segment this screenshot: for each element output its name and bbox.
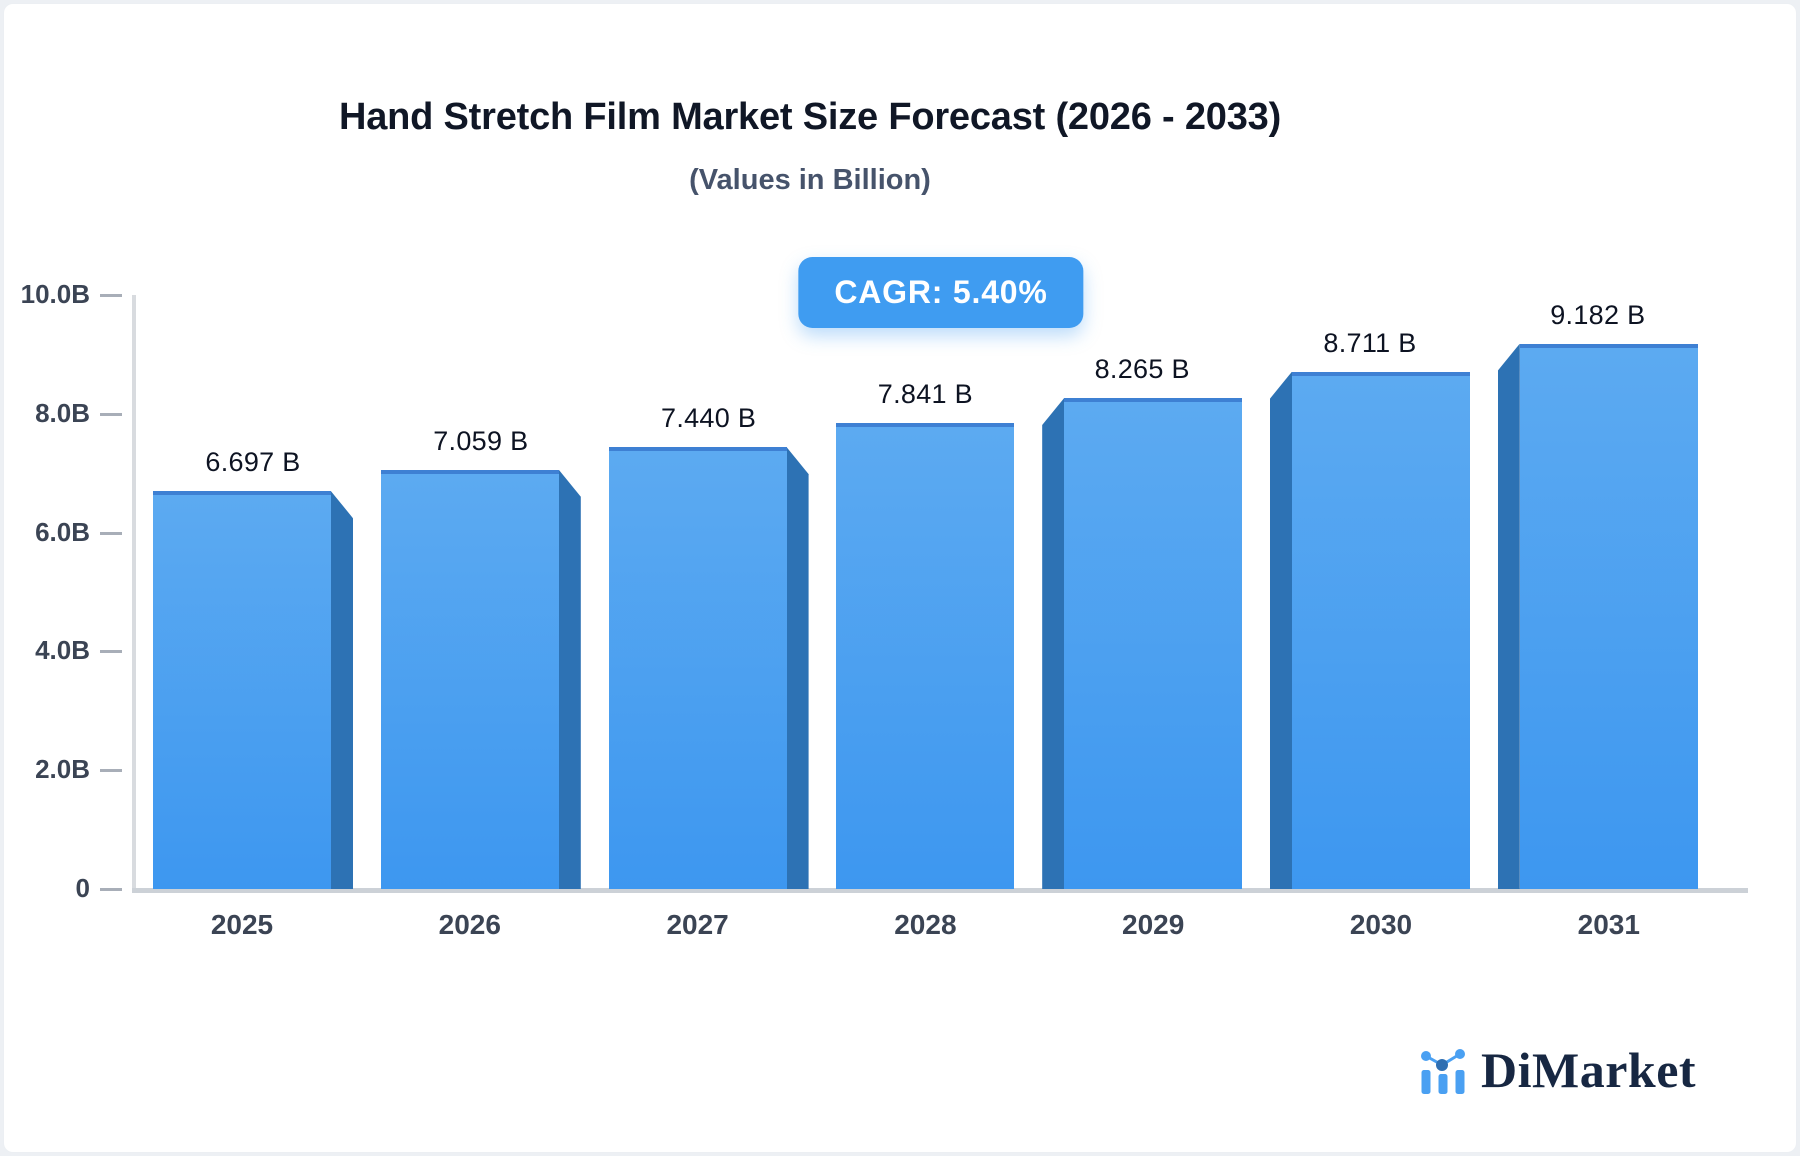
brand-name: DiMarket — [1481, 1042, 1697, 1098]
bar-side-3d — [1270, 371, 1292, 889]
bar-2026 — [380, 469, 559, 889]
chart-card: Hand Stretch Film Market Size Forecast (… — [3, 3, 1797, 1153]
bar-2025 — [153, 491, 331, 889]
bar-2027 — [608, 447, 787, 889]
bar-side-3d — [1497, 343, 1520, 889]
bar-side-3d — [1042, 398, 1065, 889]
y-tick-label: 4.0B — [35, 635, 90, 666]
x-axis-label: 2030 — [1349, 909, 1413, 940]
x-axis-label: 2028 — [894, 909, 957, 940]
bar-value-label: 7.440 B — [661, 403, 757, 434]
bar-value-label: 8.265 B — [1094, 354, 1190, 385]
y-tick — [100, 769, 122, 773]
bar-2030 — [1292, 371, 1470, 889]
bar-2029 — [1064, 398, 1243, 889]
brand-logo: DiMarket — [1419, 1044, 1696, 1100]
bar-value-label: 9.182 B — [1550, 299, 1646, 330]
page-title: Hand Stretch Film Market Size Forecast (… — [338, 96, 1282, 138]
bar-side-3d — [558, 469, 581, 889]
y-tick-label: 10.0B — [20, 279, 90, 309]
bar-value-label: 8.711 B — [1323, 327, 1417, 358]
page-subtitle: (Values in Billion) — [689, 164, 931, 196]
y-tick — [100, 294, 122, 297]
x-axis-label: 2026 — [438, 909, 501, 940]
y-tick — [100, 412, 122, 416]
y-axis-line — [132, 295, 136, 889]
bar-side-3d — [786, 447, 809, 889]
bar-chart-logo-icon — [1421, 1049, 1465, 1094]
bar-value-label: 7.059 B — [433, 425, 529, 456]
bar-value-label: 7.841 B — [877, 379, 973, 410]
y-tick-label: 6.0B — [35, 516, 90, 547]
x-axis-label: 2027 — [666, 909, 729, 940]
y-tick-label: 2.0B — [35, 754, 90, 785]
x-axis-baseline — [132, 888, 1748, 893]
bar-2028 — [836, 423, 1015, 889]
bar-2031 — [1519, 343, 1698, 889]
y-tick — [100, 650, 122, 654]
y-tick — [100, 531, 122, 535]
y-tick — [100, 888, 122, 891]
x-axis-label: 2025 — [210, 909, 274, 940]
y-tick-label: 8.0B — [35, 397, 90, 428]
x-axis-label: 2029 — [1122, 909, 1185, 940]
x-axis-label: 2031 — [1577, 909, 1640, 940]
bar-side-3d — [331, 491, 353, 889]
cagr-badge: CAGR: 5.40% — [798, 257, 1084, 328]
y-tick-label: 0 — [75, 873, 90, 903]
bar-value-label: 6.697 B — [205, 447, 301, 478]
